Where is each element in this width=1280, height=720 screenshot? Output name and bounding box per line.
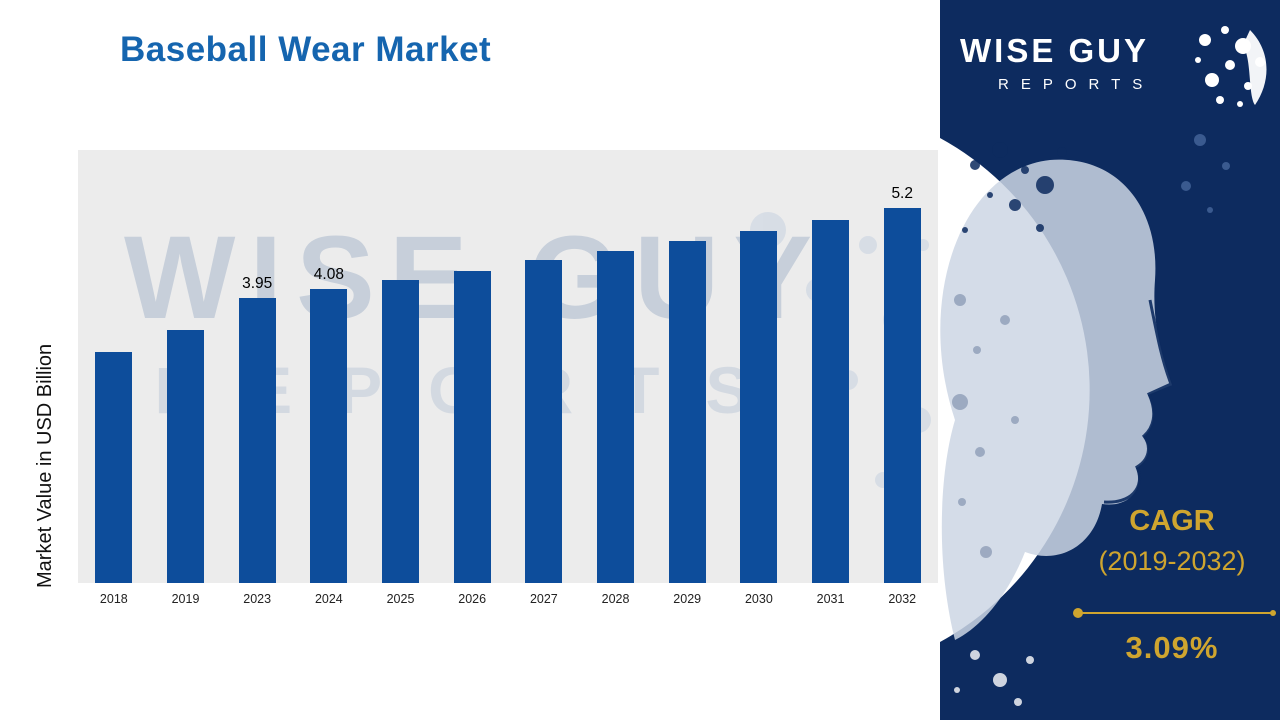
cagr-range: (2019-2032) xyxy=(1098,546,1246,576)
bar-2027 xyxy=(525,260,563,583)
brand-logo: WISE GUY REPORTS xyxy=(960,32,1270,93)
brand-subtitle: REPORTS xyxy=(998,76,1155,93)
bar-value-label: 4.08 xyxy=(313,266,344,283)
bar-2026 xyxy=(453,271,491,583)
brand-face-icon xyxy=(1195,26,1267,107)
bar-column xyxy=(795,150,867,583)
x-tick-label: 2018 xyxy=(99,592,128,606)
bar-2028 xyxy=(597,251,635,583)
cagr-label: CAGR xyxy=(1129,505,1215,537)
bottom-dots-cluster xyxy=(954,650,1034,706)
x-tick-label: 2025 xyxy=(386,592,415,606)
divider-dot-left xyxy=(1073,608,1083,618)
bar-2025 xyxy=(382,280,420,583)
bar-value-label: 3.95 xyxy=(242,275,273,292)
bar-column xyxy=(723,150,795,583)
bar-2018 xyxy=(95,352,133,583)
plot-area: 3.95 4.08 5.2 xyxy=(78,150,938,583)
bar-2029 xyxy=(668,241,706,583)
bar-column: 5.2 xyxy=(866,150,938,583)
bar-2031 xyxy=(812,220,850,583)
bar-2032 xyxy=(883,208,921,583)
brand-name: WISE GUY xyxy=(960,32,1150,69)
face-features-outline xyxy=(1103,299,1173,504)
bar-2019 xyxy=(167,330,204,583)
bar-column xyxy=(150,150,222,583)
x-tick-label: 2019 xyxy=(171,592,200,606)
bar-value-label: 5.2 xyxy=(891,185,913,202)
x-tick-label: 2027 xyxy=(529,592,558,606)
bar-2030 xyxy=(740,231,778,583)
bar-column xyxy=(651,150,723,583)
bar-2023 xyxy=(238,298,276,583)
x-tick-label: 2028 xyxy=(601,592,630,606)
x-tick-label: 2031 xyxy=(816,592,845,606)
bar-column xyxy=(365,150,437,583)
x-tick-label: 2030 xyxy=(744,592,773,606)
x-tick-label: 2024 xyxy=(314,592,343,606)
divider-dot-right xyxy=(1270,610,1276,616)
chart-title: Baseball Wear Market xyxy=(120,30,492,69)
bar-column xyxy=(508,150,580,583)
x-tick-label: 2023 xyxy=(243,592,272,606)
cagr-block: CAGR (2019-2032) xyxy=(1068,505,1276,577)
x-tick-label: 2029 xyxy=(673,592,702,606)
face-texture-dots xyxy=(952,294,1019,558)
panel-accent-dots xyxy=(1181,134,1230,213)
bar-2024 xyxy=(310,289,348,583)
bar-column xyxy=(580,150,652,583)
cagr-divider xyxy=(1073,608,1276,618)
cagr-value: 3.09% xyxy=(1125,630,1219,665)
bar-column xyxy=(78,150,150,583)
x-tick-label: 2032 xyxy=(888,592,917,606)
bars: 3.95 4.08 5.2 xyxy=(78,150,938,583)
bar-column: 3.95 xyxy=(221,150,293,583)
face-profile-graphic xyxy=(940,159,1172,640)
x-labels: 2018 2019 2023 2024 2025 2026 2027 2028 2029 2030… xyxy=(78,592,938,606)
bar-column xyxy=(436,150,508,583)
bar-column: 4.08 xyxy=(293,150,365,583)
x-tick-label: 2026 xyxy=(458,592,487,606)
navy-dots-cluster xyxy=(962,142,1067,233)
